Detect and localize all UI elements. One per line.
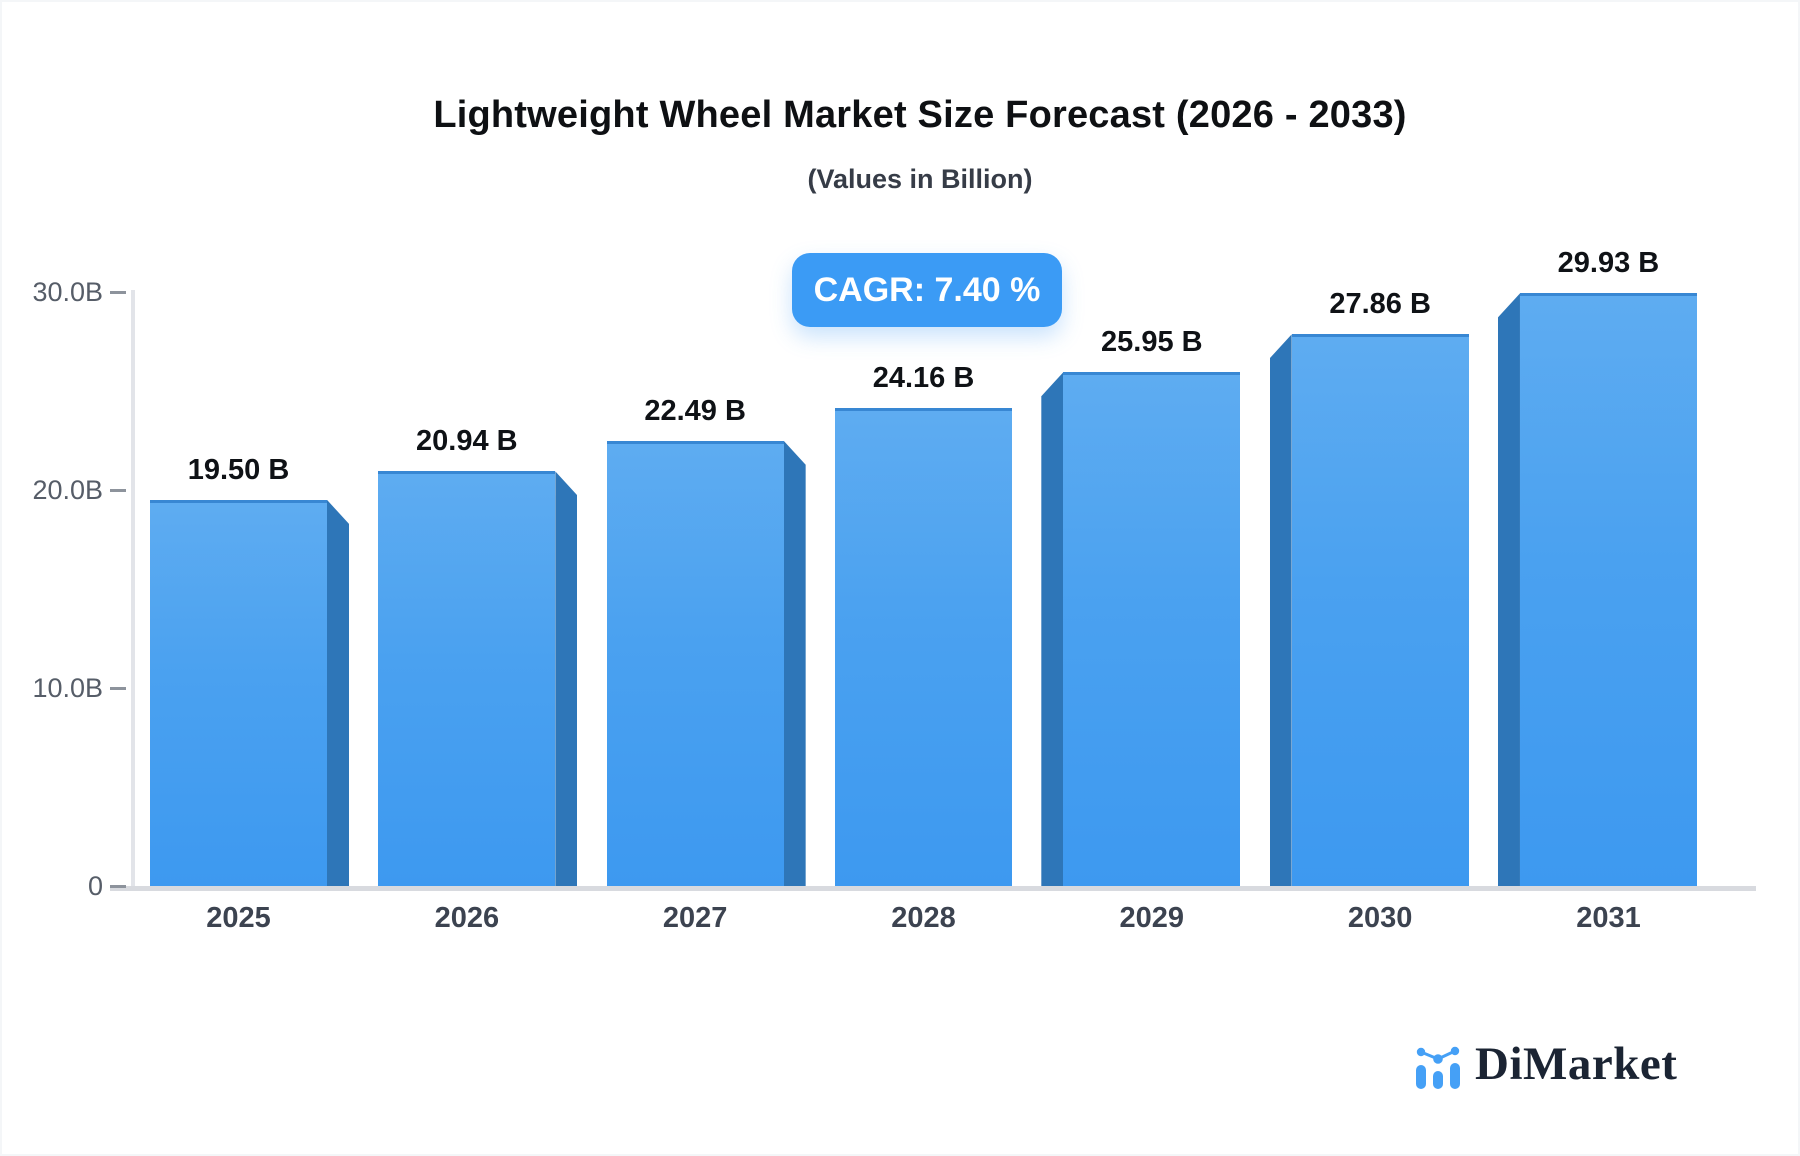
y-axis-line bbox=[131, 290, 135, 890]
cagr-badge: CAGR: 7.40 % bbox=[792, 253, 1062, 327]
bar-side-2025 bbox=[327, 499, 349, 886]
y-tick-dash bbox=[110, 489, 126, 492]
x-tick-label-2030: 2030 bbox=[1347, 902, 1413, 934]
x-tick-label-2025: 2025 bbox=[206, 902, 271, 934]
dimarket-logo: DiMarket bbox=[1415, 1038, 1677, 1090]
bar-value-label-2028: 24.16 B bbox=[872, 361, 975, 394]
bar-value-label-2030: 27.86 B bbox=[1329, 288, 1431, 321]
y-tick-dash bbox=[110, 687, 126, 690]
y-tick-dash bbox=[110, 885, 126, 888]
x-tick-label-2031: 2031 bbox=[1576, 902, 1641, 934]
bar-2027[interactable] bbox=[606, 440, 784, 886]
y-tick-label-10: 10.0B bbox=[32, 673, 103, 703]
chart-subtitle: (Values in Billion) bbox=[807, 164, 1033, 194]
logo-text: DiMarket bbox=[1475, 1038, 1678, 1090]
x-tick-label-2026: 2026 bbox=[434, 902, 500, 934]
bar-2028[interactable] bbox=[834, 407, 1012, 886]
bar-side-2030 bbox=[1269, 334, 1292, 886]
bar-side-2026 bbox=[555, 471, 578, 886]
bar-side-2027 bbox=[783, 440, 806, 886]
bar-value-label-2026: 20.94 B bbox=[416, 425, 518, 458]
y-tick-label-20: 20.0B bbox=[32, 475, 103, 505]
bar-value-label-2031: 29.93 B bbox=[1557, 247, 1660, 280]
bar-side-2029 bbox=[1041, 372, 1064, 886]
bar-value-label-2029: 25.95 B bbox=[1101, 326, 1203, 359]
bar-value-label-2025: 19.50 B bbox=[187, 453, 290, 486]
bar-2026[interactable] bbox=[378, 471, 556, 886]
chart-title: Lightweight Wheel Market Size Forecast (… bbox=[433, 94, 1407, 136]
y-tick-label-0: 0 bbox=[87, 871, 103, 901]
x-tick-label-2028: 2028 bbox=[891, 902, 956, 934]
bar-chart-logo-icon bbox=[1416, 1046, 1460, 1089]
x-tick-label-2029: 2029 bbox=[1119, 902, 1185, 934]
x-tick-label-2027: 2027 bbox=[662, 902, 728, 934]
bar-2025[interactable] bbox=[150, 499, 327, 886]
bar-side-2031 bbox=[1497, 293, 1520, 886]
y-tick-dash bbox=[110, 291, 126, 294]
x-axis-line bbox=[110, 886, 1756, 891]
bar-2031[interactable] bbox=[1519, 293, 1697, 886]
bar-2030[interactable] bbox=[1291, 334, 1469, 886]
bar-value-label-2027: 22.49 B bbox=[644, 394, 746, 427]
y-tick-label-30: 30.0B bbox=[32, 277, 103, 307]
bar-2029[interactable] bbox=[1063, 372, 1241, 886]
